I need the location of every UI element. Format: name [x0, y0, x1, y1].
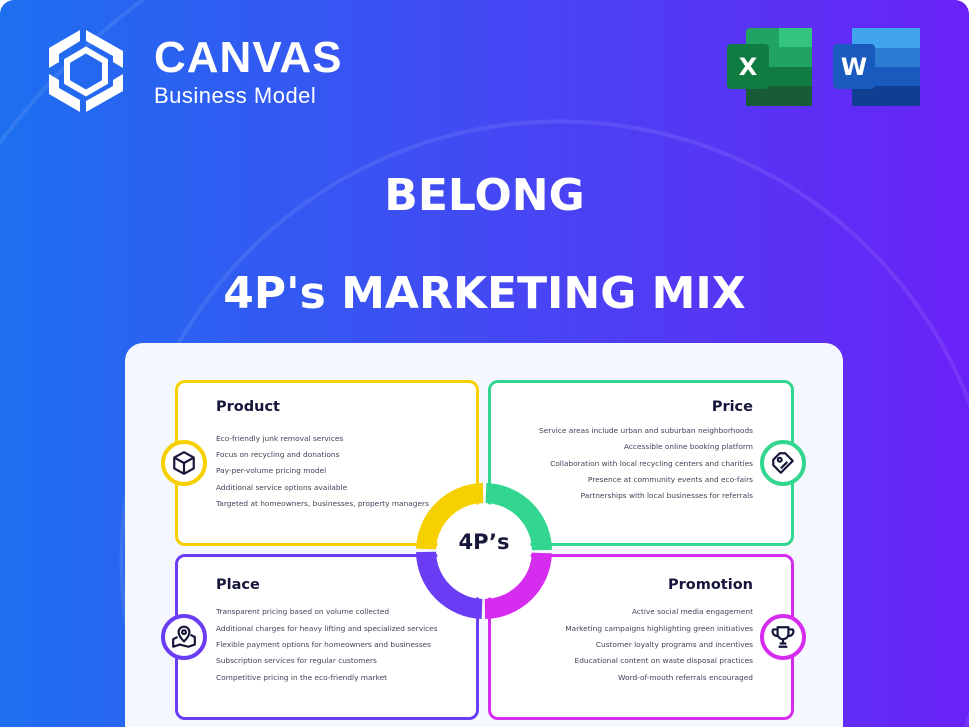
product-item: Focus on recycling and donations [216, 450, 340, 459]
place-item: Flexible payment options for homeowners … [216, 640, 431, 649]
donut-hole [437, 504, 531, 598]
place-item: Subscription services for regular custom… [216, 656, 377, 665]
price-item: Collaboration with local recycling cente… [550, 459, 753, 468]
promotion-item: Educational content on waste disposal pr… [574, 656, 753, 665]
product-item: Pay-per-volume pricing model [216, 466, 327, 475]
box-icon [173, 451, 195, 475]
product-item: Eco-friendly junk removal services [216, 434, 344, 443]
product-item: Additional service options available [216, 483, 348, 492]
place-item: Additional charges for heavy lifting and… [216, 624, 438, 633]
brand-subtitle: Business Model [154, 83, 317, 108]
center-label: 4P’s [458, 530, 510, 554]
price-item: Accessible online booking platform [623, 442, 753, 451]
product-icon-badge [161, 440, 207, 486]
price-item: Partnerships with local businesses for r… [580, 491, 753, 500]
page-title: 4P's MARKETING MIX [223, 268, 746, 319]
product-item: Targeted at homeowners, businesses, prop… [216, 499, 429, 508]
place-icon-badge [161, 614, 207, 660]
word-letter: W [841, 53, 867, 81]
trophy-icon [771, 626, 795, 648]
place-item: Competitive pricing in the eco-friendly … [216, 673, 388, 682]
place-item: Transparent pricing based on volume coll… [216, 607, 390, 616]
canvas-logo-icon [49, 30, 123, 112]
company-name: BELONG [384, 170, 585, 221]
price-item: Presence at community events and eco-fai… [587, 475, 753, 484]
promotion-item: Customer loyalty programs and incentives [595, 640, 753, 649]
price-item: Service areas include urban and suburban… [539, 426, 753, 435]
place-title: Place [216, 577, 260, 593]
brand-title: CANVAS [154, 33, 343, 82]
word-icon[interactable]: W [832, 27, 922, 107]
quadrant-promotion [488, 554, 794, 720]
product-title: Product [216, 399, 280, 415]
map-pin-icon [172, 625, 196, 648]
promotion-item: Active social media engagement [631, 607, 753, 616]
excel-letter: X [739, 53, 758, 81]
brand: CANVAS Business Model [154, 34, 343, 108]
promotion-icon-badge [760, 614, 806, 660]
center-donut [416, 483, 552, 619]
price-icon-badge [760, 440, 806, 486]
promotion-item: Word-of-mouth referrals encouraged [618, 673, 753, 682]
price-title: Price [711, 399, 753, 415]
price-tag-icon [772, 452, 794, 474]
excel-icon[interactable]: X [726, 27, 814, 107]
promotion-item: Marketing campaigns highlighting green i… [565, 624, 753, 633]
promotion-title: Promotion [668, 577, 753, 593]
